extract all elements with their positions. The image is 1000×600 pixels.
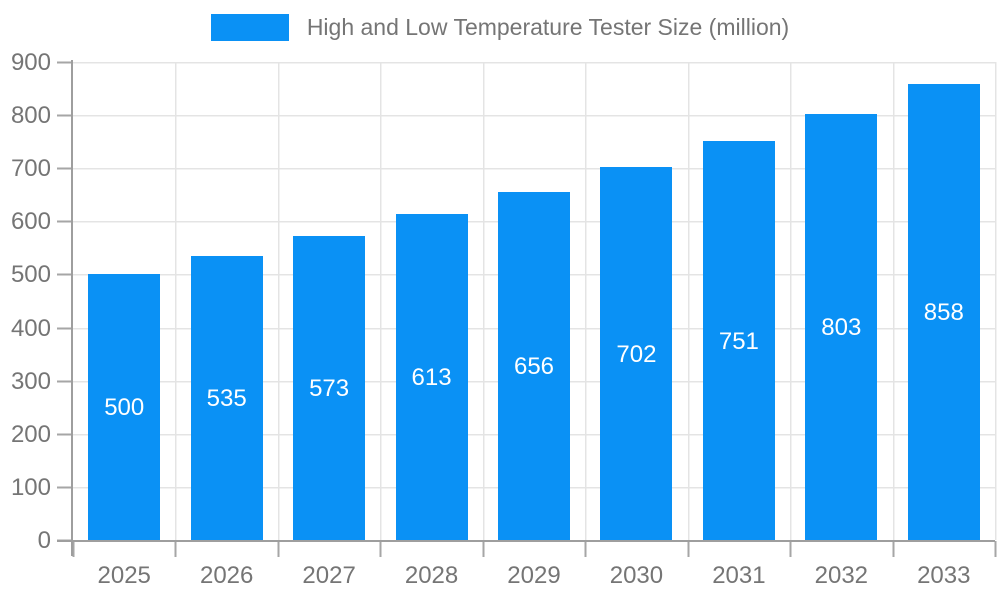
bar-2030[interactable] (600, 167, 672, 540)
x-tick-label: 2026 (200, 562, 253, 589)
bar-2028[interactable] (396, 214, 468, 540)
y-tick-label: 100 (11, 474, 51, 501)
bar-value-label: 573 (309, 375, 349, 402)
y-tick-label: 500 (11, 261, 51, 288)
bar-2029[interactable] (498, 192, 570, 540)
legend[interactable]: High and Low Temperature Tester Size (mi… (0, 14, 1000, 41)
bar-value-label: 535 (207, 385, 247, 412)
y-tick-label: 200 (11, 421, 51, 448)
x-tick-label: 2027 (302, 562, 355, 589)
bar-value-label: 858 (924, 299, 964, 326)
bar-2031[interactable] (703, 141, 775, 540)
bar-value-label: 803 (821, 314, 861, 341)
x-tick-label: 2029 (507, 562, 560, 589)
legend-label: High and Low Temperature Tester Size (mi… (306, 14, 790, 40)
bar-2033[interactable] (908, 84, 980, 540)
y-tick-label: 700 (11, 155, 51, 182)
bar-2032[interactable] (805, 114, 877, 540)
bar-2025[interactable] (88, 274, 160, 540)
x-tick-label: 2025 (98, 562, 151, 589)
y-tick-label: 900 (11, 49, 51, 76)
x-tick-label: 2031 (712, 562, 765, 589)
y-tick-label: 400 (11, 315, 51, 342)
bar-value-label: 613 (412, 364, 452, 391)
bar-value-label: 702 (616, 341, 656, 368)
bar-value-label: 500 (104, 394, 144, 421)
y-tick-label: 600 (11, 208, 51, 235)
bar-2027[interactable] (293, 236, 365, 540)
y-tick-label: 800 (11, 102, 51, 129)
x-tick-label: 2028 (405, 562, 458, 589)
bar-value-label: 656 (514, 353, 554, 380)
bar-value-label: 751 (719, 328, 759, 355)
x-tick-label: 2033 (917, 562, 970, 589)
x-tick-label: 2032 (815, 562, 868, 589)
y-tick-label: 0 (38, 527, 51, 554)
bar-2026[interactable] (191, 256, 263, 540)
y-tick-label: 300 (11, 368, 51, 395)
legend-swatch[interactable] (210, 14, 289, 41)
x-tick-label: 2030 (610, 562, 663, 589)
